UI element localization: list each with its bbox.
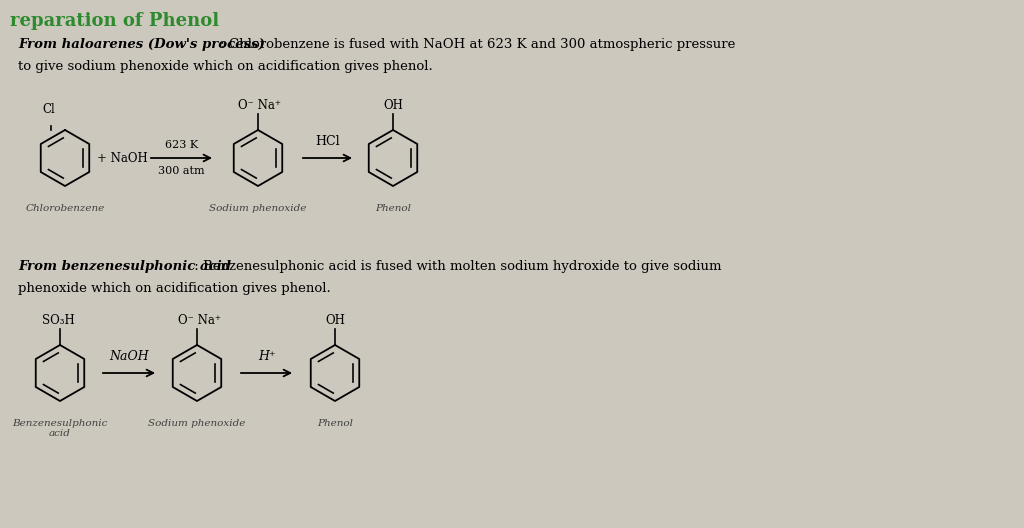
Text: : Chlorobenzene is fused with NaOH at 623 K and 300 atmospheric pressure: : Chlorobenzene is fused with NaOH at 62… <box>216 38 735 51</box>
Text: + NaOH: + NaOH <box>97 152 147 165</box>
Text: NaOH: NaOH <box>110 350 148 363</box>
Text: Cl: Cl <box>43 103 55 116</box>
Text: From haloarenes (Dow's process): From haloarenes (Dow's process) <box>18 38 265 51</box>
Text: reparation of Phenol: reparation of Phenol <box>10 12 219 30</box>
Text: phenoxide which on acidification gives phenol.: phenoxide which on acidification gives p… <box>18 282 331 295</box>
Text: Chlorobenzene: Chlorobenzene <box>26 204 104 213</box>
Text: Sodium phenoxide: Sodium phenoxide <box>148 419 246 428</box>
Text: OH: OH <box>325 314 345 327</box>
Text: Sodium phenoxide: Sodium phenoxide <box>209 204 306 213</box>
Text: : Benzenesulphonic acid is fused with molten sodium hydroxide to give sodium: : Benzenesulphonic acid is fused with mo… <box>190 260 722 273</box>
Text: O⁻ Na⁺: O⁻ Na⁺ <box>177 314 220 327</box>
Text: to give sodium phenoxide which on acidification gives phenol.: to give sodium phenoxide which on acidif… <box>18 60 433 73</box>
Text: 623 K: 623 K <box>165 140 198 150</box>
Text: OH: OH <box>383 99 402 112</box>
Text: SO₃H: SO₃H <box>42 314 75 327</box>
Text: H⁺: H⁺ <box>258 350 275 363</box>
Text: 300 atm: 300 atm <box>158 166 205 176</box>
Text: Phenol: Phenol <box>375 204 411 213</box>
Text: Benzenesulphonic
acid: Benzenesulphonic acid <box>12 419 108 438</box>
Text: Phenol: Phenol <box>317 419 353 428</box>
Text: O⁻ Na⁺: O⁻ Na⁺ <box>239 99 282 112</box>
Text: From benzenesulphonic acid: From benzenesulphonic acid <box>18 260 231 273</box>
Text: HCl: HCl <box>315 135 340 148</box>
